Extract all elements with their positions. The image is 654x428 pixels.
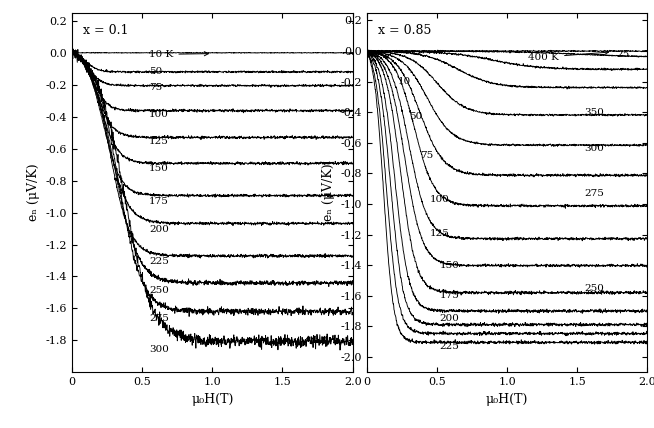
Text: 150: 150 bbox=[439, 261, 460, 270]
Y-axis label: eₙ (μV/K): eₙ (μV/K) bbox=[27, 164, 40, 221]
X-axis label: μ₀H(T): μ₀H(T) bbox=[486, 393, 528, 406]
Text: 125: 125 bbox=[430, 229, 450, 238]
Text: 125: 125 bbox=[149, 137, 169, 146]
Text: 400 K: 400 K bbox=[528, 51, 608, 62]
Text: 200: 200 bbox=[439, 314, 460, 323]
Text: 50: 50 bbox=[149, 67, 162, 76]
Text: 225: 225 bbox=[149, 257, 169, 266]
Text: 10 K: 10 K bbox=[149, 50, 209, 59]
Text: 150: 150 bbox=[149, 164, 169, 173]
Y-axis label: eₙ (μV/K): eₙ (μV/K) bbox=[322, 164, 335, 221]
X-axis label: μ₀H(T): μ₀H(T) bbox=[191, 393, 233, 406]
Text: 275: 275 bbox=[584, 189, 604, 198]
Text: x = 0.85: x = 0.85 bbox=[378, 24, 432, 37]
Text: 350: 350 bbox=[584, 108, 604, 117]
Text: 225: 225 bbox=[439, 342, 460, 351]
Text: 100: 100 bbox=[430, 195, 450, 204]
Text: 175: 175 bbox=[149, 197, 169, 206]
Text: 50: 50 bbox=[409, 113, 422, 122]
Text: 250: 250 bbox=[584, 284, 604, 293]
Text: 25: 25 bbox=[617, 50, 630, 59]
Text: 75: 75 bbox=[420, 151, 434, 160]
Text: 75: 75 bbox=[149, 83, 162, 92]
Text: 250: 250 bbox=[149, 286, 169, 295]
Text: 300: 300 bbox=[149, 345, 169, 354]
Text: 10: 10 bbox=[398, 77, 411, 86]
Text: x = 0.1: x = 0.1 bbox=[83, 24, 129, 37]
Text: 200: 200 bbox=[149, 225, 169, 234]
Text: 175: 175 bbox=[439, 291, 460, 300]
Text: 100: 100 bbox=[149, 110, 169, 119]
Text: 300: 300 bbox=[584, 145, 604, 154]
Text: 275: 275 bbox=[149, 314, 169, 323]
